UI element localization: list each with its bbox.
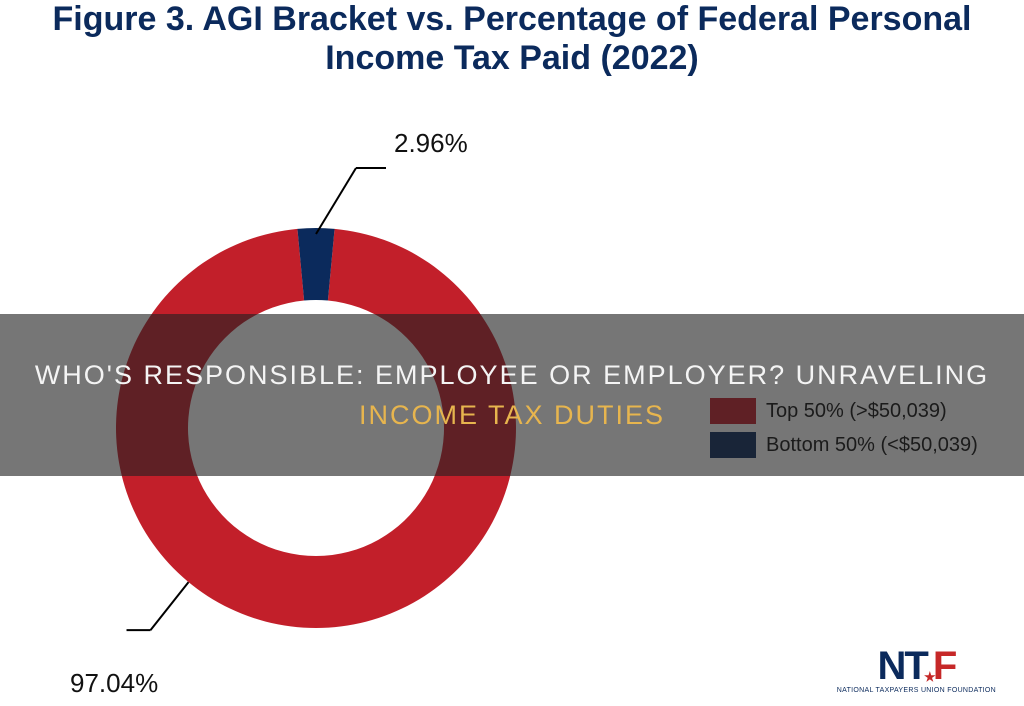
ntuf-logo: NTF NATIONAL TAXPAYERS UNION FOUNDATION	[837, 644, 996, 694]
overlay-line-1: WHO'S RESPONSIBLE: EMPLOYEE OR EMPLOYER?…	[35, 355, 989, 396]
overlay-line-2: INCOME TAX DUTIES	[359, 395, 665, 436]
page-root: { "title": { "text": "Figure 3. AGI Brac…	[0, 0, 1024, 706]
overlay-headline-band: WHO'S RESPONSIBLE: EMPLOYEE OR EMPLOYER?…	[0, 314, 1024, 476]
logo-subtext: NATIONAL TAXPAYERS UNION FOUNDATION	[837, 687, 996, 694]
logo-mark: NTF	[878, 644, 956, 689]
slice-label-small: 2.96%	[394, 128, 468, 159]
slice-label-large: 97.04%	[70, 668, 158, 699]
